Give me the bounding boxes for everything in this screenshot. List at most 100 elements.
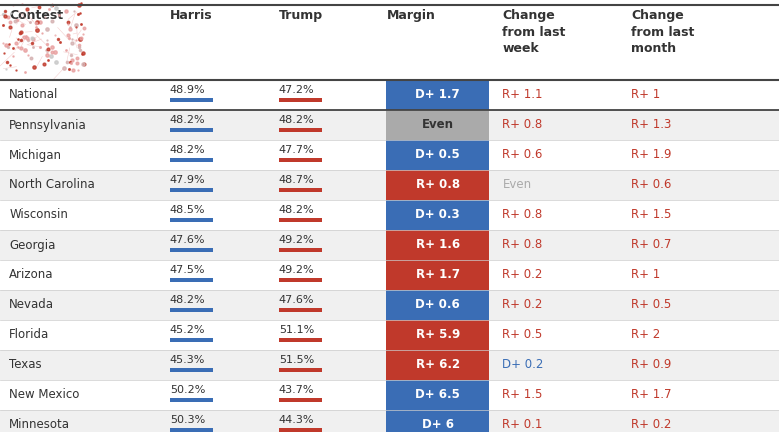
Bar: [170, 338, 213, 342]
Bar: [170, 278, 213, 282]
Text: 47.7%: 47.7%: [279, 145, 315, 155]
Bar: [0, 5, 779, 80]
Bar: [0, 140, 779, 170]
Text: Change
from last
month: Change from last month: [631, 9, 694, 55]
Text: 45.3%: 45.3%: [170, 355, 205, 365]
Text: R+ 0.8: R+ 0.8: [502, 238, 543, 251]
Bar: [170, 218, 213, 222]
Text: R+ 0.5: R+ 0.5: [631, 299, 671, 311]
Text: R+ 0.6: R+ 0.6: [502, 149, 543, 162]
Text: D+ 0.6: D+ 0.6: [415, 299, 460, 311]
Text: Contest: Contest: [9, 9, 63, 22]
Text: D+ 1.7: D+ 1.7: [415, 89, 460, 102]
Bar: [279, 338, 322, 342]
Text: R+ 1: R+ 1: [631, 89, 661, 102]
Text: R+ 1.7: R+ 1.7: [631, 388, 671, 401]
Text: R+ 0.2: R+ 0.2: [631, 419, 671, 432]
Text: R+ 1.5: R+ 1.5: [502, 388, 543, 401]
Bar: [170, 398, 213, 402]
Text: Michigan: Michigan: [9, 149, 62, 162]
Bar: [0, 350, 779, 380]
Bar: [386, 320, 489, 350]
Text: 49.2%: 49.2%: [279, 235, 315, 245]
Bar: [0, 380, 779, 410]
Bar: [279, 368, 322, 372]
Text: Even: Even: [502, 178, 531, 191]
Bar: [386, 260, 489, 290]
Bar: [386, 200, 489, 230]
Text: D+ 0.3: D+ 0.3: [415, 209, 460, 222]
Bar: [0, 110, 779, 140]
Text: New Mexico: New Mexico: [9, 388, 79, 401]
Bar: [0, 230, 779, 260]
Text: Harris: Harris: [170, 9, 213, 22]
Text: 48.7%: 48.7%: [279, 175, 315, 185]
Bar: [279, 158, 322, 162]
Bar: [279, 398, 322, 402]
Text: D+ 0.5: D+ 0.5: [415, 149, 460, 162]
Text: Wisconsin: Wisconsin: [9, 209, 69, 222]
Text: R+ 5.9: R+ 5.9: [416, 328, 460, 342]
Text: Minnesota: Minnesota: [9, 419, 70, 432]
Bar: [170, 128, 213, 132]
Text: 47.5%: 47.5%: [170, 265, 206, 275]
Text: Pennsylvania: Pennsylvania: [9, 118, 87, 131]
Bar: [279, 218, 322, 222]
Bar: [0, 170, 779, 200]
Text: Margin: Margin: [386, 9, 435, 22]
Text: R+ 0.7: R+ 0.7: [631, 238, 671, 251]
Text: 48.2%: 48.2%: [170, 145, 206, 155]
Bar: [386, 110, 489, 140]
Text: Even: Even: [421, 118, 454, 131]
Text: Florida: Florida: [9, 328, 50, 342]
Text: R+ 0.8: R+ 0.8: [502, 209, 543, 222]
Text: 51.1%: 51.1%: [279, 325, 314, 335]
Bar: [0, 80, 779, 110]
Bar: [386, 80, 489, 110]
Bar: [170, 158, 213, 162]
Bar: [279, 248, 322, 252]
Text: 47.9%: 47.9%: [170, 175, 206, 185]
Text: 48.5%: 48.5%: [170, 205, 206, 215]
Text: Trump: Trump: [279, 9, 323, 22]
Text: R+ 0.6: R+ 0.6: [631, 178, 671, 191]
Text: R+ 1.6: R+ 1.6: [416, 238, 460, 251]
Text: 51.5%: 51.5%: [279, 355, 314, 365]
Bar: [279, 188, 322, 192]
Bar: [0, 200, 779, 230]
Text: R+ 1: R+ 1: [631, 269, 661, 282]
Text: R+ 0.8: R+ 0.8: [502, 118, 543, 131]
Bar: [170, 428, 213, 432]
Bar: [279, 98, 322, 102]
Text: 50.3%: 50.3%: [170, 415, 205, 425]
Text: Change
from last
week: Change from last week: [502, 9, 566, 55]
Text: Texas: Texas: [9, 359, 42, 372]
Bar: [0, 320, 779, 350]
Text: R+ 0.8: R+ 0.8: [416, 178, 460, 191]
Bar: [279, 128, 322, 132]
Bar: [170, 98, 213, 102]
Bar: [170, 368, 213, 372]
Bar: [386, 230, 489, 260]
Text: R+ 1.1: R+ 1.1: [502, 89, 543, 102]
Bar: [279, 278, 322, 282]
Bar: [386, 140, 489, 170]
Text: Nevada: Nevada: [9, 299, 55, 311]
Bar: [279, 428, 322, 432]
Bar: [0, 410, 779, 432]
Bar: [279, 308, 322, 312]
Text: 48.2%: 48.2%: [279, 205, 315, 215]
Text: 44.3%: 44.3%: [279, 415, 315, 425]
Text: R+ 0.2: R+ 0.2: [502, 299, 543, 311]
Text: Georgia: Georgia: [9, 238, 56, 251]
Text: North Carolina: North Carolina: [9, 178, 95, 191]
Text: R+ 2: R+ 2: [631, 328, 661, 342]
Text: R+ 0.1: R+ 0.1: [502, 419, 543, 432]
Text: 47.6%: 47.6%: [279, 295, 315, 305]
Text: 49.2%: 49.2%: [279, 265, 315, 275]
Bar: [170, 188, 213, 192]
Bar: [386, 290, 489, 320]
Bar: [386, 410, 489, 432]
Bar: [386, 380, 489, 410]
Text: R+ 6.2: R+ 6.2: [416, 359, 460, 372]
